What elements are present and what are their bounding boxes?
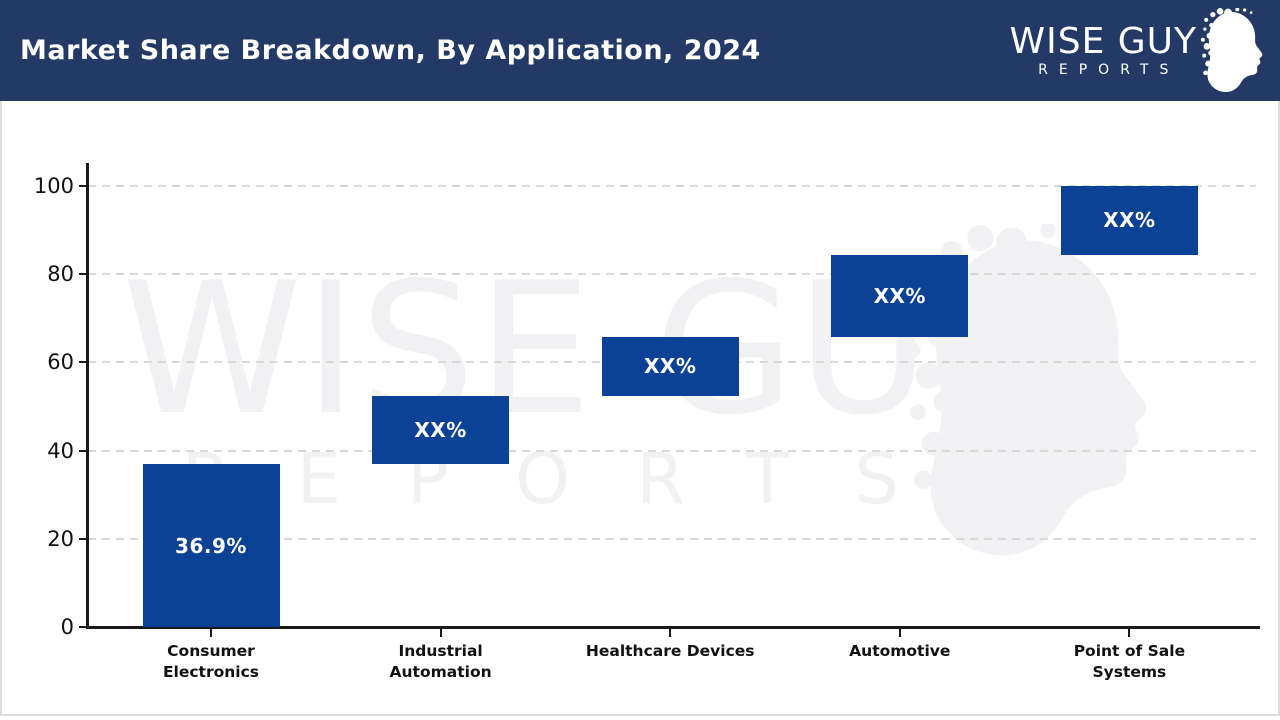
x-tick-mark (439, 629, 442, 637)
watermark-subtitle: REPORTS (182, 438, 965, 520)
y-tick-mark (79, 537, 88, 540)
logo-wordmark: WISE GUY (1009, 21, 1197, 62)
bar: XX% (601, 336, 739, 396)
bar-value-label: XX% (414, 418, 467, 443)
y-tick-label: 20 (47, 526, 74, 551)
y-tick-label: 40 (47, 438, 74, 463)
bar-value-label: XX% (1103, 208, 1156, 233)
left-edge-line (0, 101, 2, 715)
bar-value-label: 36.9% (175, 533, 247, 558)
x-tick-label-line: Consumer (167, 642, 255, 660)
grid-line (88, 185, 1256, 187)
x-tick-mark (898, 629, 901, 637)
grid-line (88, 537, 1256, 540)
y-tick-label: 100 (33, 174, 74, 198)
x-tick-label-line: Point of Sale (1073, 642, 1186, 660)
wise-guy-logo: WISE GUY REPORTS (1010, 0, 1271, 101)
logo-subtitle: REPORTS (1038, 62, 1180, 78)
x-tick-label-line: Industrial (398, 642, 483, 660)
bar-value-label: XX% (873, 283, 926, 308)
x-tick-mark (210, 629, 212, 637)
y-tick-mark (79, 449, 88, 452)
logo-text: WISE GUY REPORTS (1009, 21, 1198, 79)
bar: XX% (1060, 186, 1198, 255)
grid-line (88, 449, 1256, 452)
y-tick-mark (79, 361, 88, 364)
x-tick-label: Automotive (780, 641, 1020, 662)
bottom-edge-line (0, 714, 1280, 716)
grid-line (88, 273, 1256, 276)
chart-plot-area: 0 20 40 60 80 100 36.9% Consumer Electronics XX% I… (0, 101, 1280, 720)
x-axis-line (86, 626, 1260, 629)
x-tick-label: Industrial Automation (321, 641, 561, 683)
y-tick-label: 60 (47, 350, 74, 375)
bar-value-label: XX% (643, 354, 697, 379)
wise-guy-face-icon (1200, 7, 1263, 92)
bar: XX% (831, 254, 969, 337)
x-tick-label-line: Healthcare Devices (585, 642, 755, 660)
header-bar: Market Share Breakdown, By Application, … (0, 0, 1280, 101)
x-tick-label: Healthcare Devices (550, 641, 790, 662)
x-tick-label-line: Automation (389, 663, 492, 681)
bar: XX% (372, 395, 510, 465)
page-title: Market Share Breakdown, By Application, … (20, 35, 761, 66)
bar: 36.9% (142, 464, 280, 627)
right-edge-line (1278, 101, 1280, 715)
x-tick-label: Point of Sale Systems (1009, 641, 1249, 683)
x-tick-mark (669, 629, 672, 637)
x-tick-label: Consumer Electronics (91, 641, 331, 683)
x-tick-label-line: Systems (1092, 663, 1167, 681)
y-tick-label: 80 (47, 262, 74, 287)
y-tick-mark (79, 273, 88, 276)
y-tick-mark (79, 626, 88, 628)
x-tick-label-line: Electronics (162, 663, 260, 681)
y-tick-mark (79, 185, 88, 187)
x-tick-mark (1128, 629, 1131, 637)
y-axis-line (86, 163, 89, 629)
x-tick-label-line: Automotive (849, 642, 951, 660)
y-tick-label: 0 (60, 615, 74, 639)
